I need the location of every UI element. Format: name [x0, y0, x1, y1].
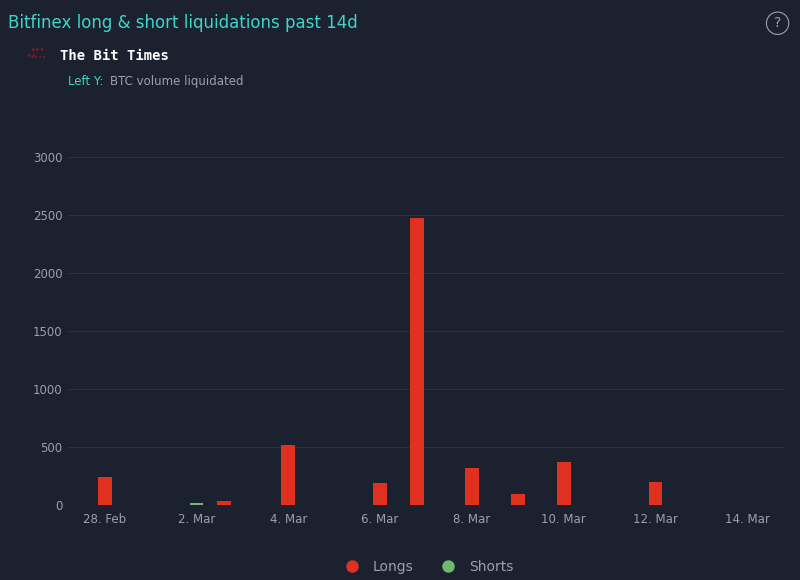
Bar — [649, 482, 662, 505]
Text: ••: •• — [26, 51, 38, 61]
Text: ?: ? — [774, 16, 782, 30]
Text: The Bit Times: The Bit Times — [60, 49, 169, 63]
Text: •••: ••• — [30, 46, 45, 56]
Bar — [282, 445, 295, 505]
Legend: Longs, Shorts: Longs, Shorts — [338, 560, 514, 574]
Bar — [465, 468, 478, 505]
Bar — [374, 483, 387, 505]
Text: Left Y:: Left Y: — [68, 75, 107, 88]
Text: ••••: •••• — [30, 55, 46, 61]
Bar — [217, 501, 231, 505]
Bar — [410, 218, 424, 505]
Bar — [511, 494, 525, 505]
Text: BTC volume liquidated: BTC volume liquidated — [110, 75, 243, 88]
Text: Bitfinex long & short liquidations past 14d: Bitfinex long & short liquidations past … — [8, 14, 358, 32]
Bar — [190, 502, 203, 505]
Bar — [557, 462, 570, 505]
Bar — [98, 477, 112, 505]
